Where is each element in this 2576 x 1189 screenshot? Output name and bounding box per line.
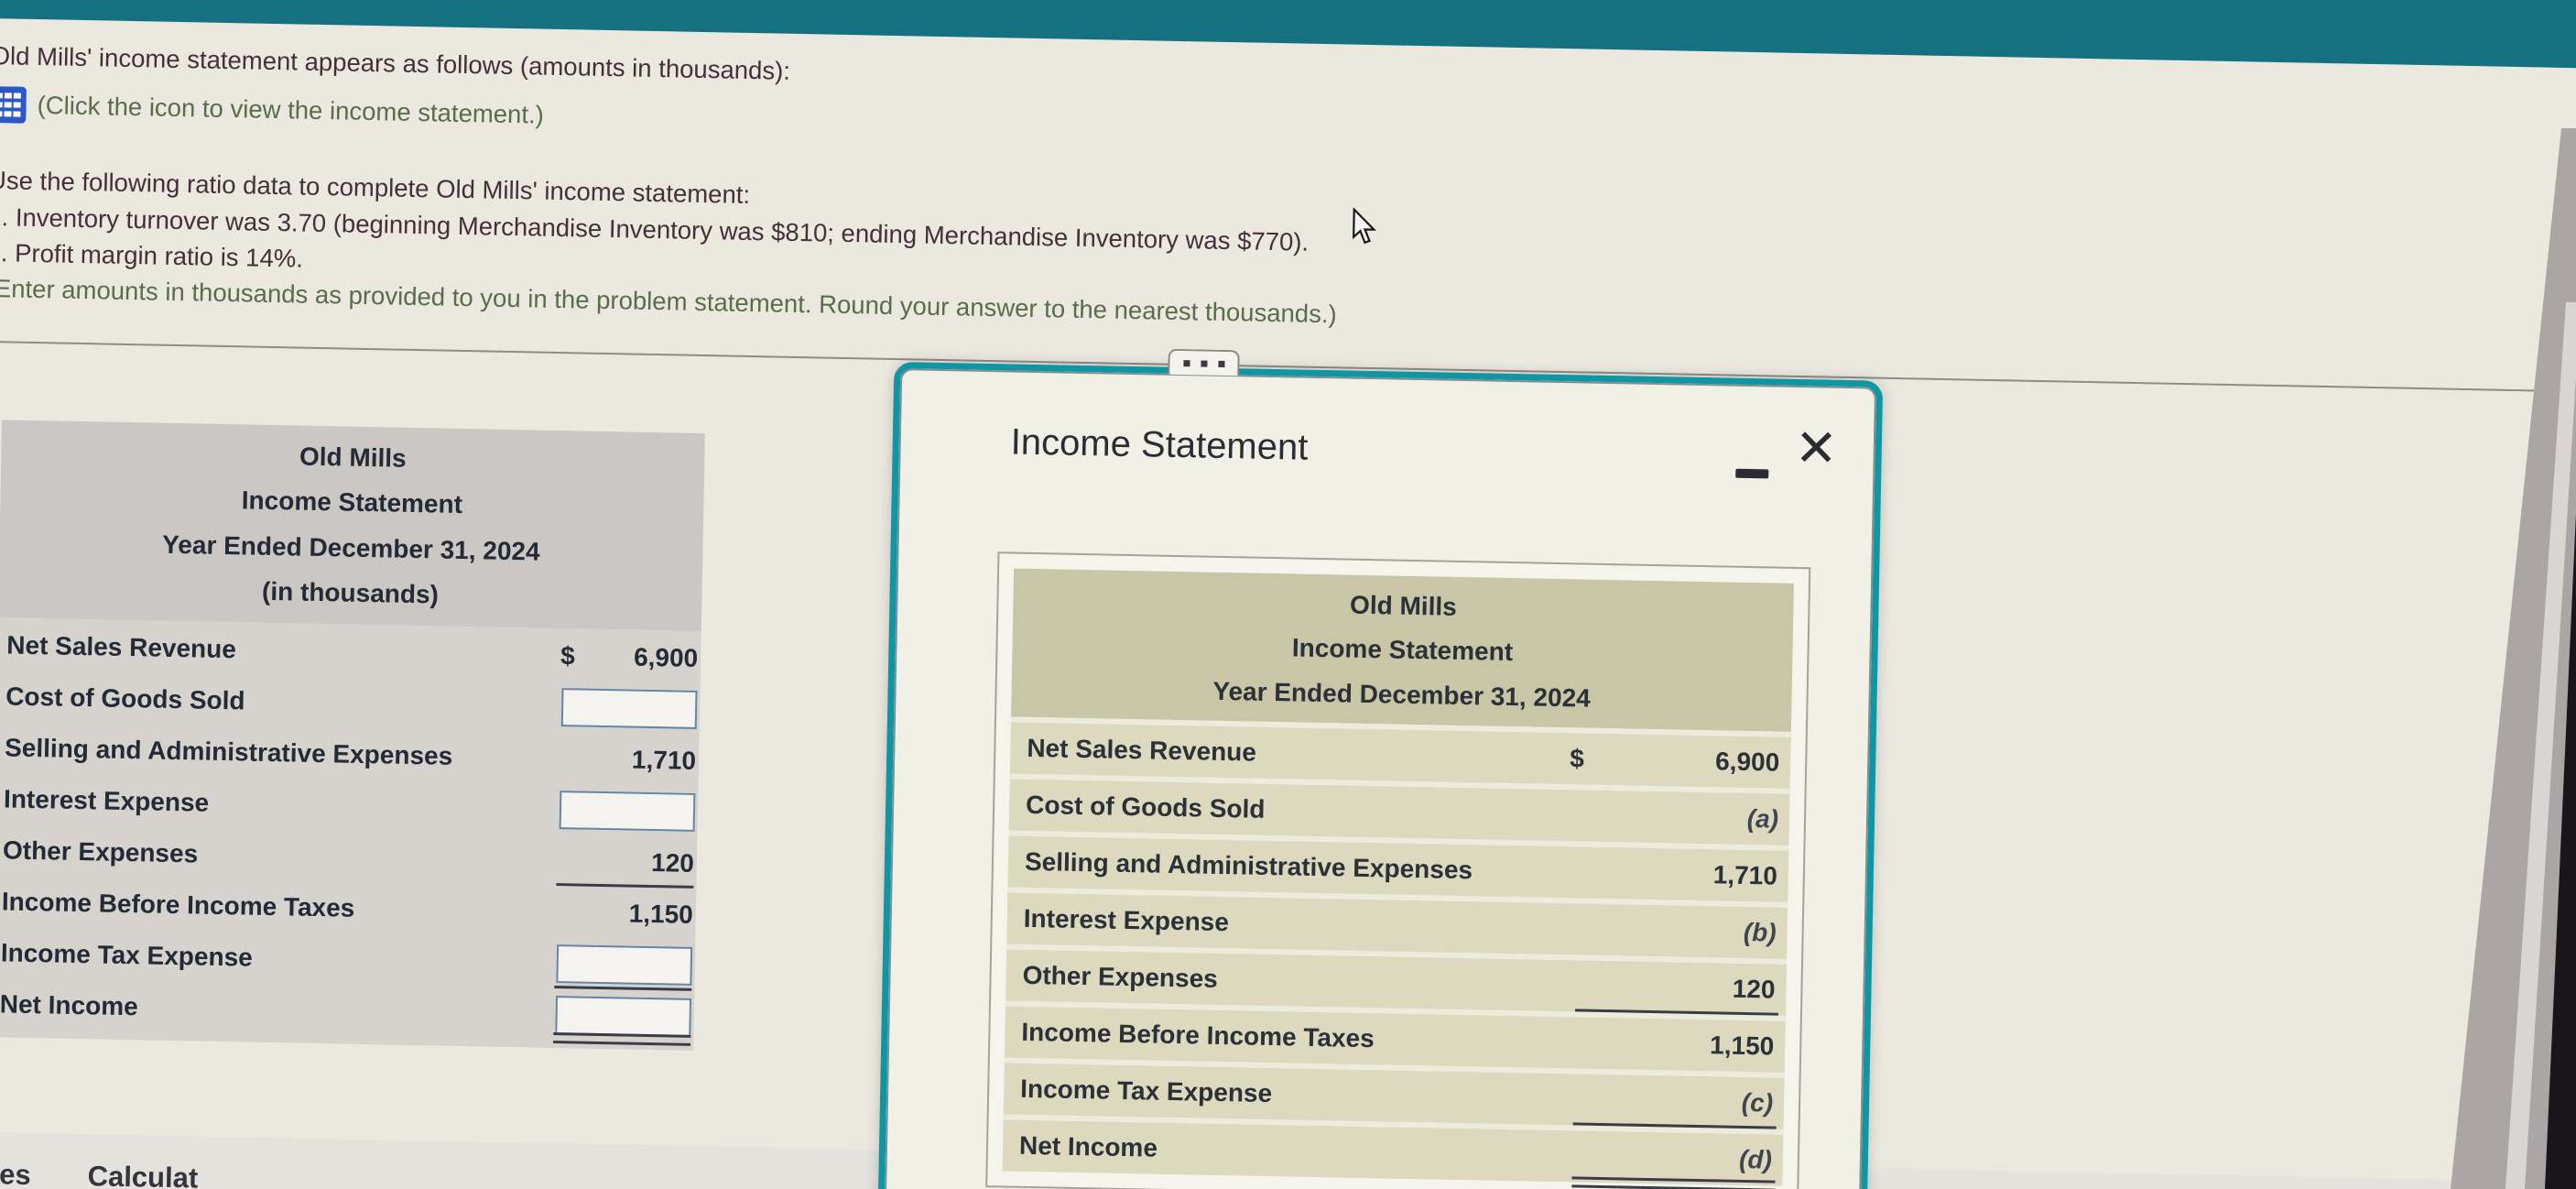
row-value-placeholder: (b) [1743, 917, 1777, 947]
total-double-rule [553, 1032, 691, 1046]
row-label: Cost of Goods Sold [5, 682, 245, 715]
click-note-text: (Click the icon to view the income state… [37, 91, 545, 129]
row-value-cell [553, 989, 692, 1046]
period-line: Year Ended December 31, 2024 [161, 529, 540, 566]
row-label: Income Tax Expense [0, 938, 254, 972]
row-value-cell [560, 682, 698, 736]
row-value-cell: 1,710 [1561, 846, 1777, 902]
company-name: Old Mills [1349, 590, 1458, 621]
row-label: Interest Expense [1023, 903, 1230, 937]
modal-drag-handle[interactable] [1168, 348, 1240, 376]
row-label: Interest Expense [3, 784, 210, 817]
minimize-icon[interactable] [1735, 468, 1769, 479]
row-label: Income Before Income Taxes [1, 887, 355, 922]
modal-table-header: Old Mills Income Statement Year Ended De… [1011, 568, 1794, 732]
row-value-cell [557, 784, 696, 838]
company-name: Old Mills [299, 442, 407, 473]
row-value-cell: (b) [1560, 903, 1777, 959]
modal-table-panel: Old Mills Income Statement Year Ended De… [985, 551, 1811, 1189]
row-label: Income Before Income Taxes [1021, 1017, 1375, 1053]
row-label: Net Income [0, 989, 139, 1021]
worksheet-header: Old Mills Income Statement Year Ended De… [0, 420, 705, 632]
period-line: Year Ended December 31, 2024 [1212, 676, 1592, 713]
row-value-cell: $ 6,900 [560, 630, 699, 684]
row-value: 1,150 [1709, 1031, 1775, 1061]
income-statement-worksheet: Old Mills Income Statement Year Ended De… [0, 420, 705, 1051]
row-label: Other Expenses [1022, 960, 1219, 993]
row-value: 1,150 [628, 899, 694, 929]
row-value-cell [554, 938, 693, 992]
partial-button-calculator[interactable]: Calculat [87, 1160, 199, 1189]
row-value-cell: 1,150 [555, 887, 693, 941]
row-value-cell: 120 [556, 835, 694, 889]
row-value-cell: (d) [1556, 1130, 1776, 1189]
row-value: 120 [650, 848, 695, 878]
row-label: Net Income [1018, 1130, 1158, 1162]
net-income-input[interactable] [555, 996, 692, 1037]
problem-statement: Old Mills' income statement appears as f… [0, 40, 1548, 334]
row-value-cell: (c) [1558, 1074, 1777, 1129]
income-statement-modal: Income Statement ✕ Old Mills Income Stat… [875, 348, 1884, 1189]
bottom-toolbar: ges Calculat [0, 1158, 199, 1189]
handle-dot [1217, 360, 1225, 367]
statement-title: Income Statement [241, 485, 463, 519]
row-value-cell: 1,150 [1559, 1017, 1775, 1073]
cost-of-goods-sold-input[interactable] [560, 688, 698, 729]
handle-dot [1182, 359, 1190, 366]
row-label: Cost of Goods Sold [1025, 790, 1266, 824]
row-label: Selling and Administrative Expenses [1024, 846, 1473, 885]
row-value-placeholder: (d) [1738, 1144, 1773, 1174]
handle-dot [1200, 359, 1208, 367]
close-icon[interactable]: ✕ [1794, 418, 1839, 477]
dollar-sign: $ [560, 641, 576, 671]
row-label: Other Expenses [2, 835, 199, 868]
row-value-cell: $ 6,900 [1564, 733, 1780, 789]
row-label: Selling and Administrative Expenses [4, 733, 453, 770]
dollar-sign: $ [1569, 744, 1585, 773]
total-double-rule [1571, 1176, 1776, 1189]
statement-title: Income Statement [1291, 633, 1514, 667]
row-value-cell: (a) [1563, 790, 1779, 845]
income-tax-expense-input[interactable] [556, 944, 693, 986]
units-line: (in thousands) [261, 577, 440, 609]
income-statement-icon[interactable] [0, 86, 27, 124]
worksheet-body: Net Sales Revenue $ 6,900 Cost of Goods … [0, 617, 701, 1051]
row-value: 1,710 [1712, 860, 1778, 890]
modal-title: Income Statement [1010, 421, 1309, 468]
row-value: 120 [1732, 974, 1776, 1004]
row-value: 6,900 [633, 642, 699, 672]
interest-expense-input[interactable] [559, 791, 696, 832]
mouse-cursor [1352, 206, 1384, 250]
row-value-placeholder: (c) [1741, 1087, 1774, 1118]
row-label: Net Sales Revenue [6, 630, 237, 664]
partial-button-left[interactable]: ges [0, 1158, 31, 1189]
row-value-cell: 120 [1560, 960, 1778, 1016]
row-label: Income Tax Expense [1019, 1074, 1273, 1108]
row-value-placeholder: (a) [1746, 803, 1779, 834]
row-label: Net Sales Revenue [1027, 733, 1257, 767]
row-value-cell: 1,710 [559, 733, 697, 787]
row-value: 6,900 [1714, 747, 1780, 777]
row-value: 1,710 [631, 745, 697, 775]
